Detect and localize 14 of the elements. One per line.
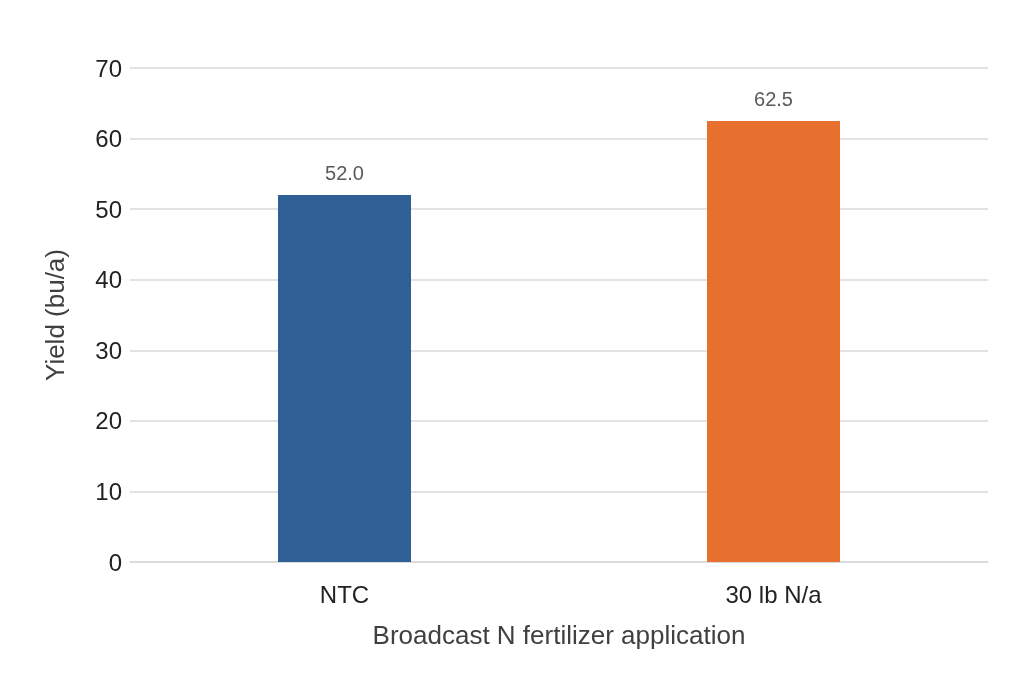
y-tick-label: 60 — [95, 125, 122, 153]
data-label: 52.0 — [325, 162, 364, 185]
y-tick-label: 20 — [95, 407, 122, 435]
x-tick-label: NTC — [319, 580, 370, 608]
y-tick-label: 0 — [108, 548, 122, 576]
y-tick-label: 70 — [95, 54, 122, 82]
y-tick-label: 40 — [95, 266, 122, 294]
y-tick-label: 30 — [95, 336, 122, 364]
y-tick-label: 50 — [95, 195, 122, 223]
x-tick-label: 30 lb N/a — [725, 580, 823, 608]
x-axis-title: Broadcast N fertilizer application — [372, 620, 746, 650]
data-label: 62.5 — [754, 87, 793, 110]
y-tick-label: 10 — [95, 477, 122, 505]
y-axis-title: Yield (bu/a) — [40, 249, 70, 381]
